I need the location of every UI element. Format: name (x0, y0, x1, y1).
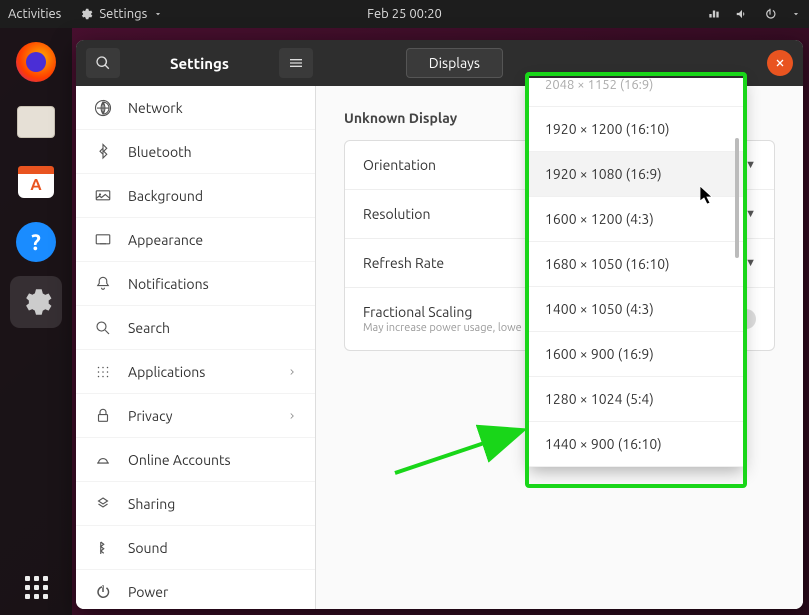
sidebar-item-bluetooth[interactable]: Bluetooth (76, 130, 315, 174)
files-icon (17, 106, 55, 138)
activities-button[interactable]: Activities (8, 7, 61, 21)
resolution-option[interactable]: 1680 × 1050 (16:10) (529, 242, 743, 287)
sidebar-icon (94, 583, 112, 601)
chevron-right-icon (287, 367, 297, 377)
sidebar-icon (94, 187, 112, 205)
sidebar-icon (94, 495, 112, 513)
sidebar-icon (94, 275, 112, 293)
sidebar-item-appearance[interactable]: Appearance (76, 218, 315, 262)
settings-icon (16, 282, 56, 322)
dropdown-scrollbar[interactable] (735, 138, 739, 258)
resolution-option[interactable]: 2048 × 1152 (16:9) (529, 78, 743, 107)
chevron-down-icon: ▼ (745, 159, 756, 171)
gnome-topbar: Activities Settings Feb 25 00:20 (0, 0, 809, 28)
sidebar-item-sound[interactable]: Sound (76, 526, 315, 570)
help-icon: ? (16, 222, 56, 262)
sidebar-icon (94, 363, 112, 381)
dock-firefox[interactable] (10, 36, 62, 88)
network-icon (707, 7, 721, 21)
resolution-option[interactable]: 1440 × 900 (16:10) (529, 422, 743, 467)
sidebar-item-background[interactable]: Background (76, 174, 315, 218)
chevron-down-icon: ▼ (745, 257, 756, 269)
show-apps-button[interactable] (25, 576, 48, 599)
chevron-right-icon (287, 411, 297, 421)
sidebar-item-applications[interactable]: Applications (76, 350, 315, 394)
sidebar-item-online-accounts[interactable]: Online Accounts (76, 438, 315, 482)
sidebar-icon (94, 539, 112, 557)
resolution-option[interactable]: 1280 × 1024 (5:4) (529, 377, 743, 422)
search-icon (95, 55, 111, 71)
window-title: Settings (170, 55, 229, 72)
hamburger-icon (288, 55, 304, 71)
sidebar-item-sharing[interactable]: Sharing (76, 482, 315, 526)
gear-icon (79, 7, 93, 21)
sidebar-icon (94, 407, 112, 425)
menu-button[interactable] (279, 48, 313, 78)
volume-icon (735, 7, 749, 21)
search-button[interactable] (86, 48, 120, 78)
sidebar-icon (94, 231, 112, 249)
dock-settings[interactable] (10, 276, 62, 328)
displays-tab[interactable]: Displays (406, 48, 503, 78)
resolution-option[interactable]: 1920 × 1080 (16:9) (529, 152, 743, 197)
sidebar-icon (94, 319, 112, 337)
sidebar-item-notifications[interactable]: Notifications (76, 262, 315, 306)
power-icon (763, 7, 777, 21)
app-menu[interactable]: Settings (79, 7, 163, 21)
chevron-down-icon: ▼ (745, 208, 756, 220)
chevron-down-icon (791, 9, 801, 19)
desktop: ? Settings Displays NetworkBluetoothBack… (0, 28, 809, 615)
dock-software[interactable] (10, 156, 62, 208)
sidebar-item-network[interactable]: Network (76, 86, 315, 130)
sidebar-item-power[interactable]: Power (76, 570, 315, 609)
dock-help[interactable]: ? (10, 216, 62, 268)
chevron-down-icon (153, 9, 163, 19)
sidebar-item-privacy[interactable]: Privacy (76, 394, 315, 438)
resolution-option[interactable]: 1600 × 1200 (4:3) (529, 197, 743, 242)
resolution-option[interactable]: 1920 × 1200 (16:10) (529, 107, 743, 152)
sidebar-icon (94, 99, 112, 117)
dock-files[interactable] (10, 96, 62, 148)
sidebar-icon (94, 451, 112, 469)
resolution-option[interactable]: 1400 × 1050 (4:3) (529, 287, 743, 332)
software-icon (18, 166, 54, 198)
dock: ? (0, 28, 72, 615)
sidebar-item-search[interactable]: Search (76, 306, 315, 350)
firefox-icon (16, 42, 56, 82)
clock[interactable]: Feb 25 00:20 (367, 7, 442, 21)
close-icon (774, 57, 786, 69)
resolution-option[interactable]: 1600 × 900 (16:9) (529, 332, 743, 377)
system-tray[interactable] (707, 7, 801, 21)
resolution-dropdown: 2048 × 1152 (16:9)1920 × 1200 (16:10)192… (529, 78, 743, 467)
sidebar-icon (94, 143, 112, 161)
settings-sidebar: NetworkBluetoothBackgroundAppearanceNoti… (76, 86, 316, 609)
close-button[interactable] (767, 50, 793, 76)
